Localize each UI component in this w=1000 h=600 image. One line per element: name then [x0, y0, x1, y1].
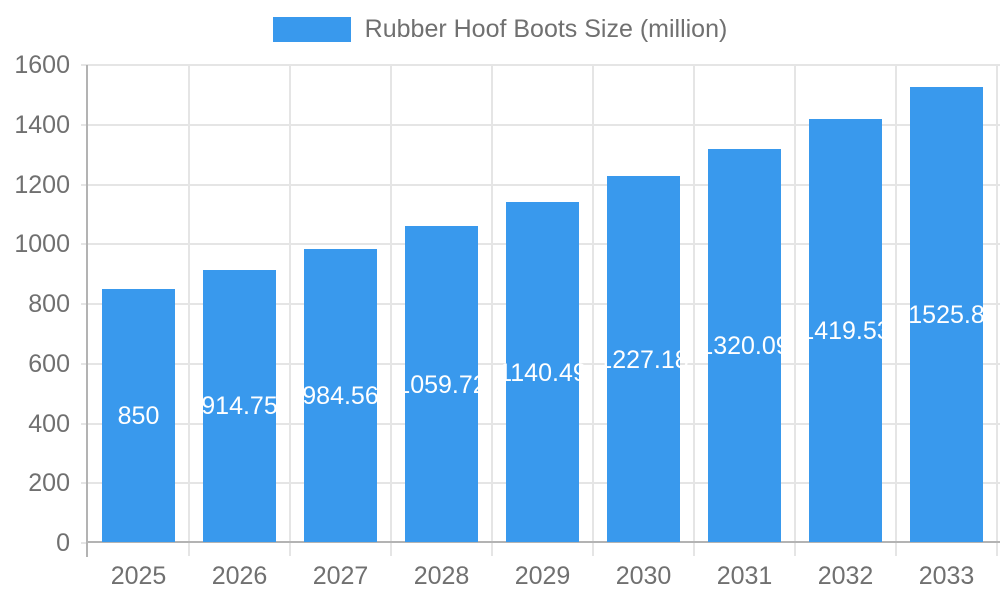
gridline-horizontal: [81, 183, 1000, 186]
x-axis-label: 2028: [413, 562, 470, 590]
gridline-vertical: [390, 65, 392, 543]
bar-2033: [910, 87, 983, 542]
y-axis-label: 1000: [14, 230, 70, 259]
bar-2030: [607, 176, 680, 542]
x-axis-line: [88, 541, 1000, 543]
y-axis-label: 0: [56, 529, 70, 557]
x-axis-label: 2026: [211, 562, 268, 590]
x-axis-label: 2032: [817, 562, 874, 590]
y-axis-label: 1400: [14, 110, 70, 139]
y-axis-line: [86, 65, 88, 557]
x-axis-tick: [895, 543, 897, 556]
bar-2029: [506, 202, 579, 542]
y-axis-label: 1200: [14, 170, 70, 199]
bar-2027: [304, 248, 377, 542]
x-axis-tick: [188, 543, 190, 556]
bar-value-label: 1059.72: [396, 370, 487, 399]
bar-value-label: 914.75: [201, 392, 278, 421]
bar-2028: [405, 226, 478, 542]
gridline-vertical: [794, 65, 796, 543]
gridline-horizontal: [81, 123, 1000, 126]
bar-value-label: 984.56: [302, 381, 379, 410]
gridline-vertical: [895, 65, 897, 543]
bar-value-label: 1419.53: [800, 316, 891, 345]
bar-value-label: 1320.09: [699, 331, 790, 360]
bar-2031: [708, 148, 781, 542]
bar-value-label: 1227.18: [598, 345, 689, 374]
x-axis-label: 2033: [918, 562, 975, 590]
legend-label: Rubber Hoof Boots Size (million): [364, 15, 728, 43]
x-axis-label: 2031: [716, 562, 773, 590]
x-axis-tick: [289, 543, 291, 556]
legend-item[interactable]: Rubber Hoof Boots Size (million): [272, 15, 728, 44]
gridline-vertical: [592, 65, 594, 543]
y-axis-zero-tick: [81, 542, 88, 544]
gridline-vertical: [693, 65, 695, 543]
bar-value-label: 850: [117, 402, 160, 431]
y-axis-label: 800: [28, 290, 70, 318]
bar-2026: [203, 269, 276, 542]
legend-color-swatch: [272, 17, 351, 42]
x-axis-tick: [592, 543, 594, 556]
gridline-horizontal: [81, 64, 1000, 66]
x-axis-label: 2027: [312, 562, 369, 590]
y-axis-label: 600: [28, 349, 70, 378]
bar-2025: [102, 289, 175, 542]
bar-2032: [809, 118, 882, 542]
x-axis-tick: [693, 543, 695, 556]
x-axis-tick: [794, 543, 796, 556]
x-axis-tick: [390, 543, 392, 556]
gridline-vertical: [188, 65, 190, 543]
x-axis-label: 2030: [615, 562, 672, 590]
bar-value-label: 1525.8: [908, 301, 985, 330]
y-axis-label: 200: [28, 469, 70, 498]
bar-value-label: 1140.49: [498, 358, 587, 387]
x-axis-label: 2025: [110, 562, 167, 590]
x-axis-label: 2029: [514, 562, 571, 590]
gridline-vertical: [289, 65, 291, 543]
x-axis-tick: [491, 543, 493, 556]
y-axis-label: 1600: [14, 51, 70, 79]
gridline-vertical: [996, 65, 998, 543]
x-axis-tick: [996, 543, 998, 556]
chart-legend: Rubber Hoof Boots Size (million): [0, 15, 1000, 44]
y-axis-label: 400: [28, 409, 70, 438]
gridline-vertical: [491, 65, 493, 543]
